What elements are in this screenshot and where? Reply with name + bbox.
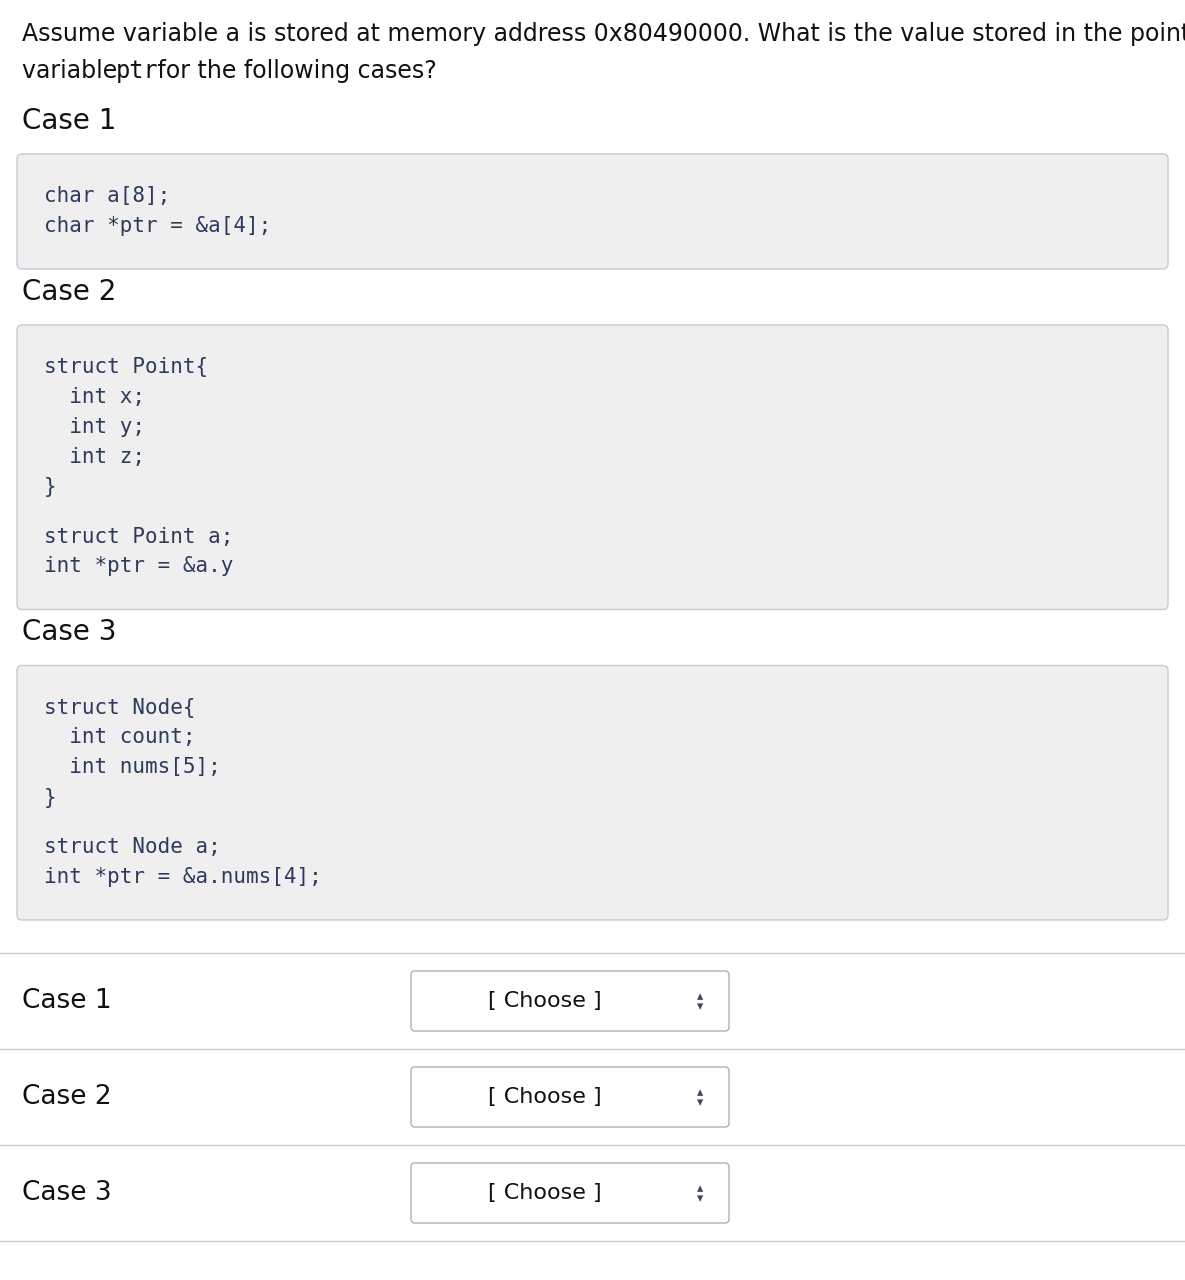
Text: [ Choose ]: [ Choose ]: [488, 991, 602, 1011]
Text: Case 3: Case 3: [23, 1180, 111, 1206]
FancyBboxPatch shape: [411, 1164, 729, 1222]
FancyBboxPatch shape: [17, 666, 1168, 920]
Text: ▾: ▾: [697, 1193, 703, 1206]
Text: ▾: ▾: [697, 1001, 703, 1014]
Text: variable: variable: [23, 59, 124, 83]
Text: [ Choose ]: [ Choose ]: [488, 1183, 602, 1203]
Text: ▴: ▴: [697, 1087, 703, 1100]
Text: }: }: [44, 787, 57, 808]
FancyBboxPatch shape: [411, 1068, 729, 1126]
Text: struct Node a;: struct Node a;: [44, 837, 220, 858]
Text: ▴: ▴: [697, 1183, 703, 1196]
Text: for the following cases?: for the following cases?: [150, 59, 437, 83]
Text: ▾: ▾: [697, 1097, 703, 1110]
Text: ▴: ▴: [697, 991, 703, 1004]
Text: ptr: ptr: [115, 59, 158, 83]
Text: [ Choose ]: [ Choose ]: [488, 1087, 602, 1107]
Text: int count;: int count;: [44, 727, 196, 748]
Text: int y;: int y;: [44, 417, 145, 436]
Text: char *ptr = &a[4];: char *ptr = &a[4];: [44, 216, 271, 236]
Text: struct Point{: struct Point{: [44, 357, 209, 378]
FancyBboxPatch shape: [411, 972, 729, 1030]
Text: Case 3: Case 3: [23, 618, 116, 646]
Text: Case 1: Case 1: [23, 988, 111, 1014]
Text: }: }: [44, 477, 57, 497]
Text: int *ptr = &a.y: int *ptr = &a.y: [44, 557, 233, 576]
FancyBboxPatch shape: [17, 325, 1168, 609]
Text: char a[8];: char a[8];: [44, 186, 171, 206]
Text: int *ptr = &a.nums[4];: int *ptr = &a.nums[4];: [44, 867, 322, 887]
FancyBboxPatch shape: [17, 154, 1168, 269]
Text: struct Point a;: struct Point a;: [44, 526, 233, 547]
Text: int x;: int x;: [44, 387, 145, 407]
Text: Case 2: Case 2: [23, 278, 116, 306]
Text: int z;: int z;: [44, 447, 145, 467]
Text: Case 2: Case 2: [23, 1084, 111, 1110]
Text: Assume variable a is stored at memory address 0x80490000. What is the value stor: Assume variable a is stored at memory ad…: [23, 22, 1185, 46]
Text: struct Node{: struct Node{: [44, 698, 196, 718]
Text: Case 1: Case 1: [23, 108, 116, 134]
Text: int nums[5];: int nums[5];: [44, 758, 220, 777]
